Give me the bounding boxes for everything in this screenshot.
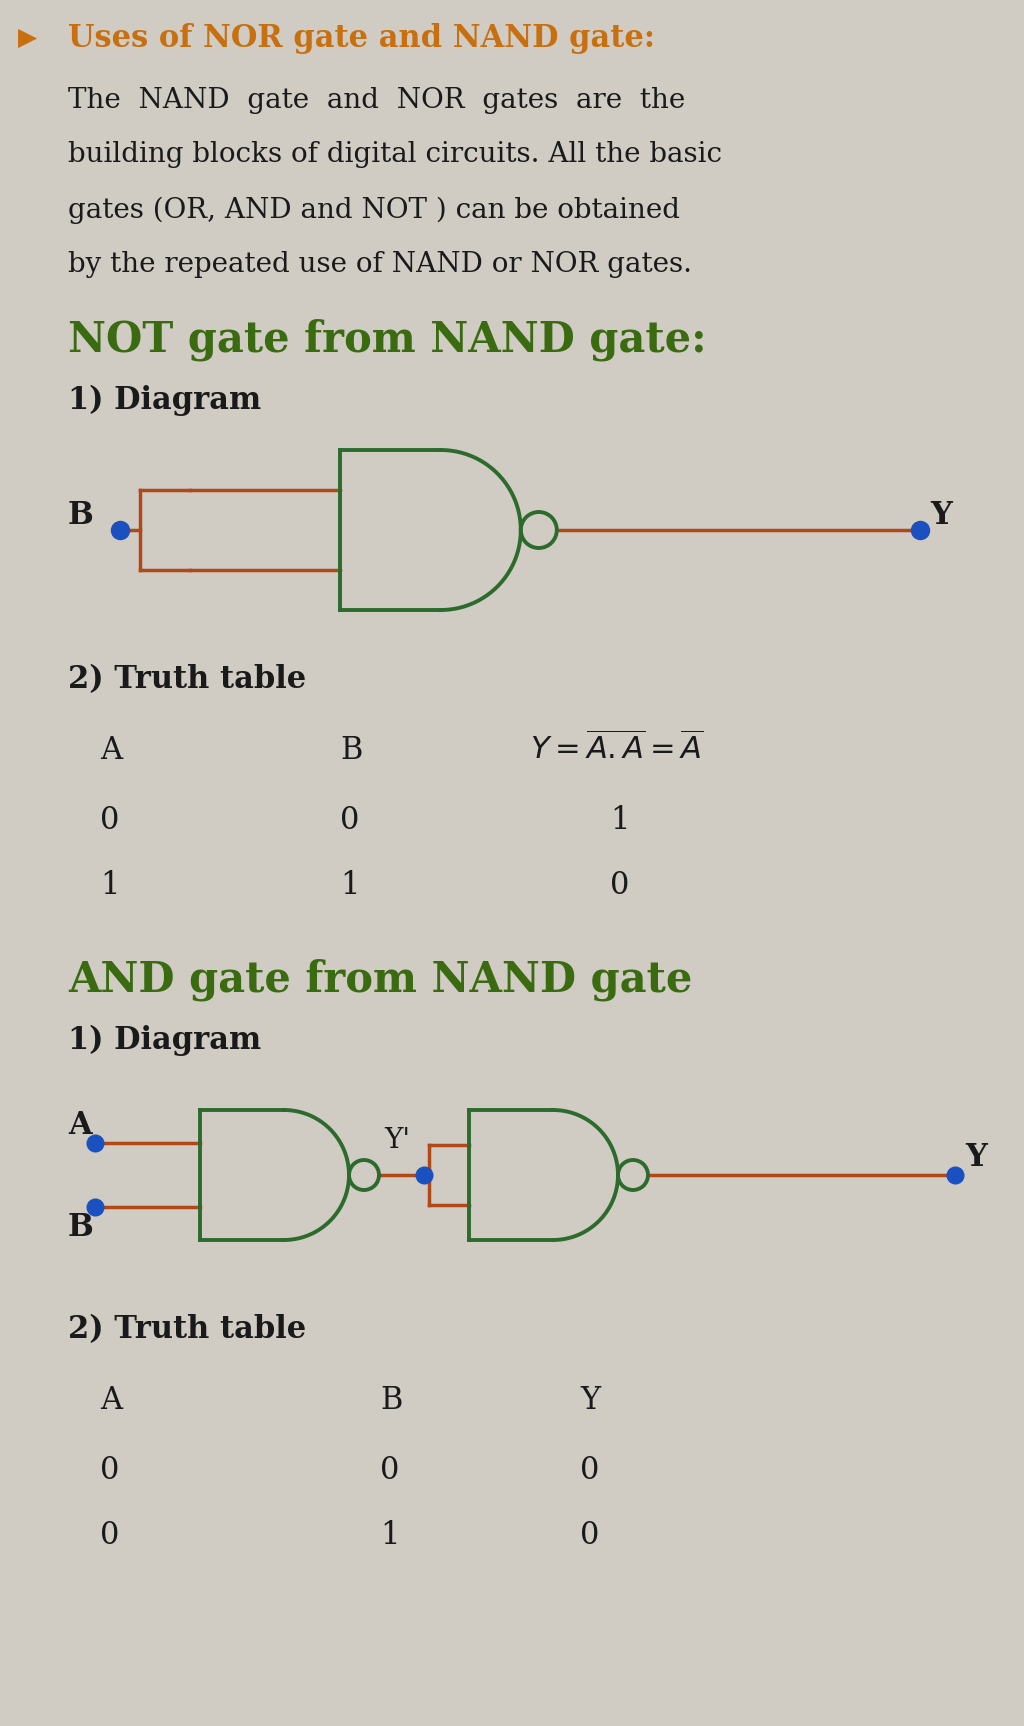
Text: building blocks of digital circuits. All the basic: building blocks of digital circuits. All… xyxy=(68,142,722,169)
Text: 0: 0 xyxy=(380,1455,399,1486)
Text: 2) Truth table: 2) Truth table xyxy=(68,1315,306,1346)
Text: AND gate from NAND gate: AND gate from NAND gate xyxy=(68,958,692,1001)
Text: 1: 1 xyxy=(100,870,120,901)
Text: 0: 0 xyxy=(100,804,120,835)
Text: B: B xyxy=(68,1212,94,1243)
Text: A: A xyxy=(100,1384,122,1415)
Text: 1) Diagram: 1) Diagram xyxy=(68,385,261,416)
Text: B: B xyxy=(380,1384,402,1415)
Text: 1: 1 xyxy=(380,1519,399,1550)
Text: 0: 0 xyxy=(100,1455,120,1486)
Text: B: B xyxy=(340,735,362,766)
Text: A: A xyxy=(68,1110,91,1141)
Text: $Y = \overline{A.A} = \overline{A}$: $Y = \overline{A.A} = \overline{A}$ xyxy=(530,734,703,766)
Text: 1: 1 xyxy=(340,870,359,901)
Text: 0: 0 xyxy=(580,1455,599,1486)
Text: 0: 0 xyxy=(610,870,630,901)
Text: 2) Truth table: 2) Truth table xyxy=(68,665,306,696)
Text: 0: 0 xyxy=(340,804,359,835)
Text: The  NAND  gate  and  NOR  gates  are  the: The NAND gate and NOR gates are the xyxy=(68,86,685,114)
Text: Y: Y xyxy=(965,1141,987,1172)
Text: ▶: ▶ xyxy=(18,26,38,50)
Text: gates (OR, AND and NOT ) can be obtained: gates (OR, AND and NOT ) can be obtained xyxy=(68,197,680,224)
Text: 1: 1 xyxy=(610,804,630,835)
Text: 1) Diagram: 1) Diagram xyxy=(68,1025,261,1056)
Text: 0: 0 xyxy=(580,1519,599,1550)
Text: B: B xyxy=(68,499,94,530)
Text: Uses of NOR gate and NAND gate:: Uses of NOR gate and NAND gate: xyxy=(68,22,655,54)
Text: 0: 0 xyxy=(100,1519,120,1550)
Text: Y': Y' xyxy=(384,1127,410,1153)
Text: by the repeated use of NAND or NOR gates.: by the repeated use of NAND or NOR gates… xyxy=(68,252,692,278)
Text: NOT gate from NAND gate:: NOT gate from NAND gate: xyxy=(68,319,707,361)
Text: Y: Y xyxy=(930,499,952,530)
Text: Y: Y xyxy=(580,1384,600,1415)
Text: A: A xyxy=(100,735,122,766)
